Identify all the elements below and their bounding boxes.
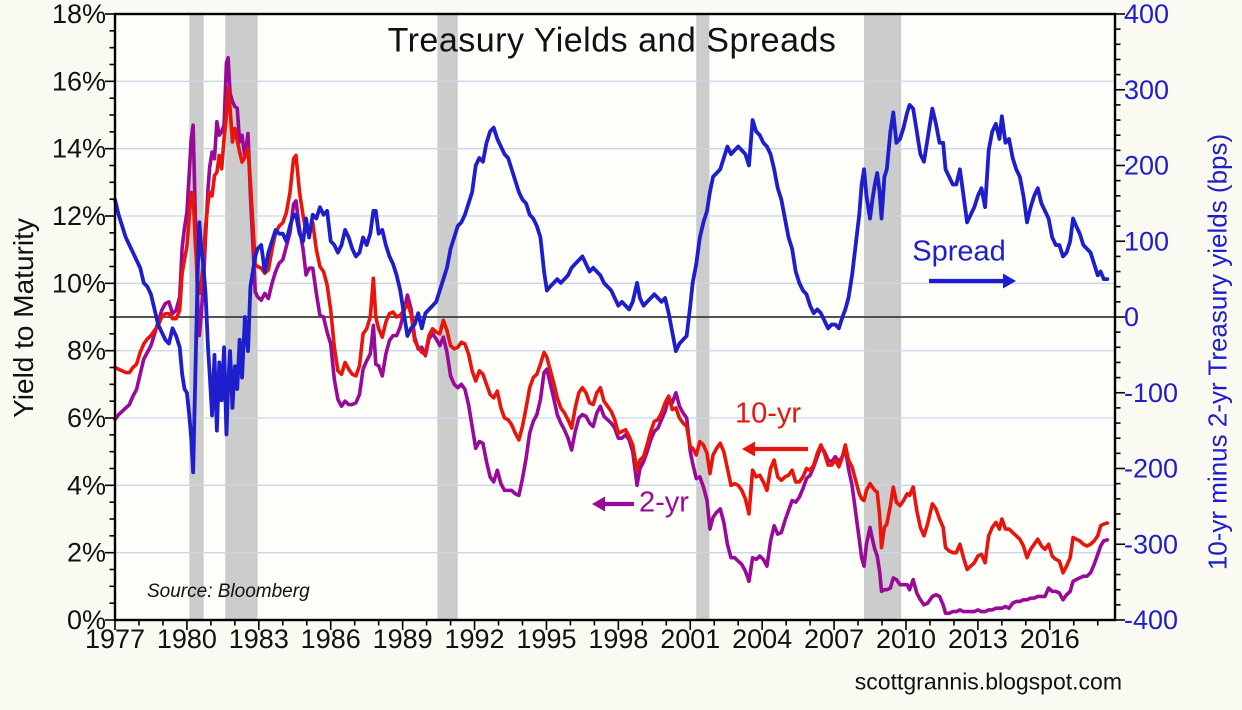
series-label-spread: Spread — [912, 235, 1006, 268]
x-tick-label: 1992 — [445, 624, 505, 654]
right-tick-label: -400 — [1124, 605, 1178, 635]
x-tick-label: 1995 — [516, 624, 576, 654]
left-tick-label: 6% — [67, 403, 106, 433]
x-tick-label: 1986 — [301, 624, 361, 654]
left-tick-label: 12% — [52, 201, 106, 231]
ten_yr-arrowhead — [742, 441, 755, 457]
series-label-2yr: 2-yr — [639, 486, 689, 519]
left-tick-label: 4% — [67, 470, 106, 500]
x-tick-label: 1983 — [229, 624, 289, 654]
series-label-10yr: 10-yr — [734, 397, 802, 430]
left-tick-label: 16% — [52, 66, 106, 96]
left-tick-label: 2% — [67, 538, 106, 568]
right-axis-title: 10-yr minus 2-yr Treasury yields (bps) — [1202, 133, 1233, 571]
x-tick-label: 2001 — [660, 624, 720, 654]
x-tick-label: 2004 — [732, 624, 792, 654]
x-tick-label: 2016 — [1020, 624, 1080, 654]
right-tick-label: 0 — [1124, 302, 1139, 332]
x-tick-label: 1989 — [373, 624, 433, 654]
two_yr-arrowhead — [592, 496, 605, 512]
x-tick-label: 2013 — [948, 624, 1008, 654]
chart-title: Treasury Yields and Spreads — [387, 21, 837, 60]
spread-arrowhead — [1003, 273, 1016, 289]
left-tick-label: 8% — [67, 336, 106, 366]
right-tick-label: 200 — [1124, 151, 1169, 181]
x-tick-label: 1977 — [85, 624, 145, 654]
line-10yr — [113, 86, 1110, 575]
x-tick-label: 2007 — [804, 624, 864, 654]
left-tick-label: 0% — [67, 605, 106, 635]
right-tick-label: 100 — [1124, 226, 1169, 256]
x-tick-label: 1998 — [588, 624, 648, 654]
line-spread — [113, 103, 1110, 475]
left-axis-title: Yield to Maturity — [8, 218, 39, 418]
left-tick-label: 14% — [52, 134, 106, 164]
left-tick-label: 18% — [52, 0, 106, 29]
x-tick-label: 2010 — [876, 624, 936, 654]
right-tick-label: 400 — [1124, 0, 1169, 29]
left-tick-label: 10% — [52, 268, 106, 298]
right-tick-label: -300 — [1124, 529, 1178, 559]
x-tick-label: 1980 — [157, 624, 217, 654]
right-tick-label: 300 — [1124, 75, 1169, 105]
source-note: Source: Bloomberg — [147, 581, 310, 602]
right-tick-label: -200 — [1124, 454, 1178, 484]
right-tick-label: -100 — [1124, 378, 1178, 408]
watermark: scottgrannis.blogspot.com — [854, 668, 1122, 695]
